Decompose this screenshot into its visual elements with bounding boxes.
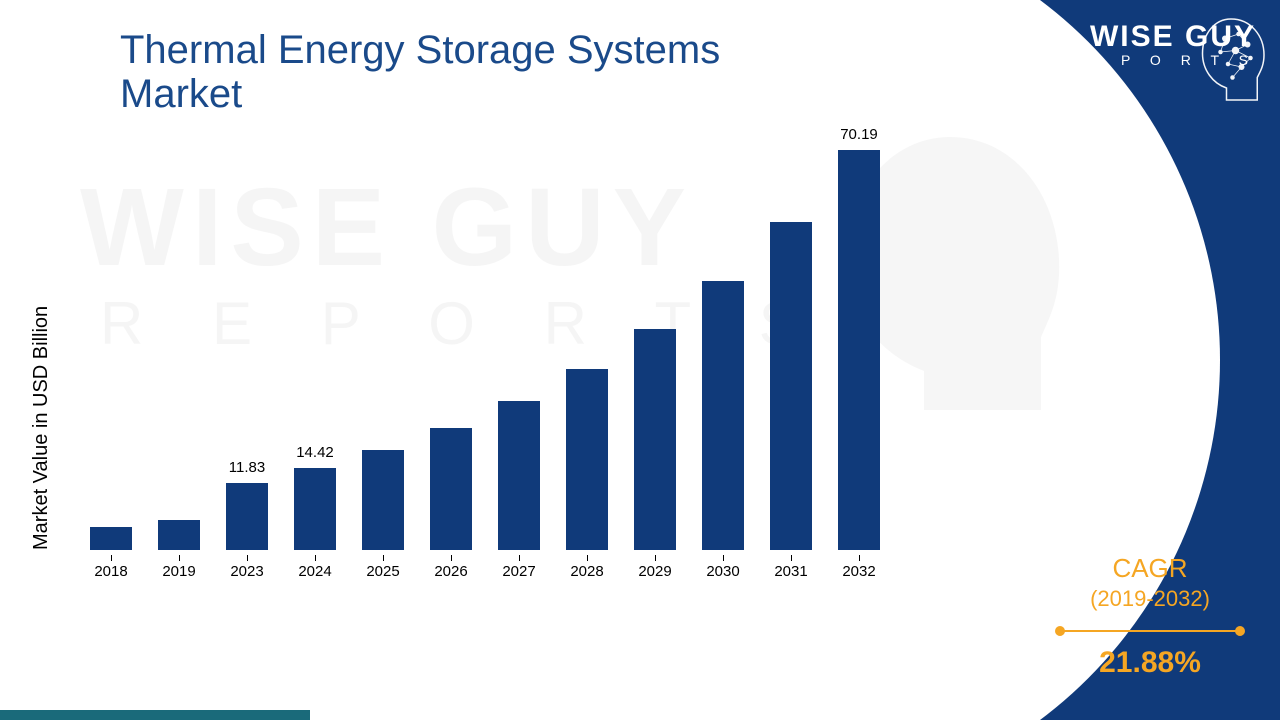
cagr-divider <box>1060 630 1240 632</box>
bar-chart: 11.8314.4270.19 201820192023202420252026… <box>90 140 900 580</box>
bar: 70.19 <box>838 150 880 550</box>
head-profile-icon <box>1195 16 1270 106</box>
x-tick-label: 2025 <box>352 563 414 580</box>
x-tick-label: 2030 <box>692 563 754 580</box>
cagr-label: CAGR <box>1020 553 1280 584</box>
x-tick-label: 2023 <box>216 563 278 580</box>
y-axis-label: Market Value in USD Billion <box>30 306 53 550</box>
x-tick-label: 2027 <box>488 563 550 580</box>
bar <box>634 329 676 550</box>
x-tick-label: 2028 <box>556 563 618 580</box>
chart-title: Thermal Energy Storage Systems Market <box>120 28 760 116</box>
bar: 11.83 <box>226 483 268 550</box>
bar <box>362 450 404 550</box>
x-axis: 2018201920232024202520262027202820292030… <box>90 550 900 580</box>
x-tick-label: 2031 <box>760 563 822 580</box>
x-tick-label: 2026 <box>420 563 482 580</box>
bar <box>158 520 200 550</box>
bar <box>702 281 744 550</box>
bar <box>770 222 812 550</box>
x-tick-label: 2019 <box>148 563 210 580</box>
bar-value-label: 70.19 <box>838 126 880 143</box>
bar <box>498 401 540 550</box>
x-tick-label: 2029 <box>624 563 686 580</box>
x-tick-label: 2032 <box>828 563 890 580</box>
cagr-block: CAGR (2019-2032) 21.88% <box>1020 553 1280 680</box>
bar: 14.42 <box>294 468 336 550</box>
bar <box>90 527 132 550</box>
x-tick-label: 2018 <box>80 563 142 580</box>
plot-area: 11.83 14.42 70.19 <box>90 140 900 550</box>
bar-value-label: 14.42 <box>294 444 336 461</box>
bar <box>430 428 472 550</box>
cagr-years: (2019-2032) <box>1020 586 1280 612</box>
bottom-accent-bar <box>0 710 310 720</box>
bar-value-label: 11.83 <box>226 459 268 476</box>
cagr-value: 21.88% <box>1020 646 1280 680</box>
bar <box>566 369 608 550</box>
x-tick-label: 2024 <box>284 563 346 580</box>
report-chart-card: WISE GUY R E P O R T S Thermal Energy St… <box>0 0 1280 720</box>
